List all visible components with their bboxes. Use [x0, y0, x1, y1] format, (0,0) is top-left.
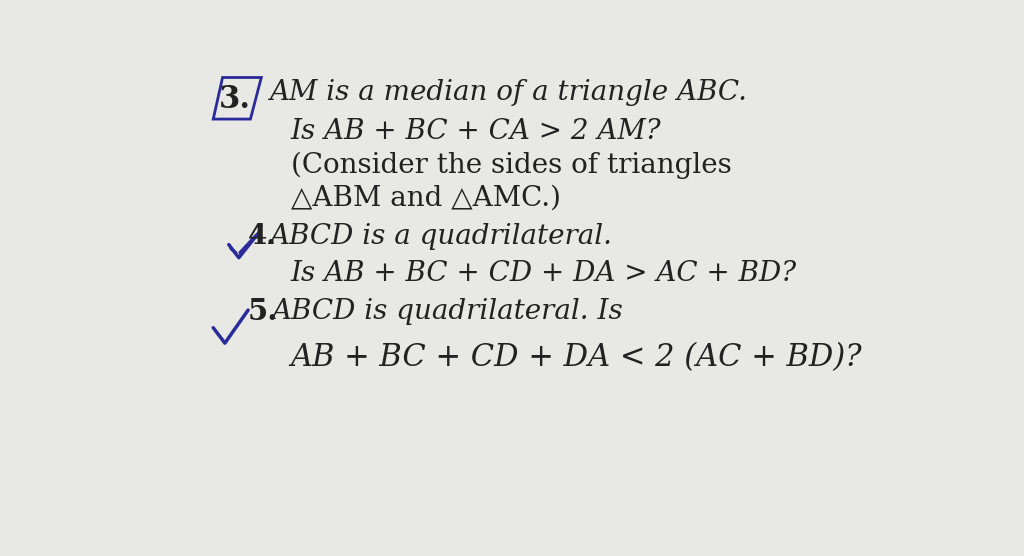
Text: (Consider the sides of triangles: (Consider the sides of triangles	[291, 152, 731, 179]
Text: ABCD is a quadrilateral.: ABCD is a quadrilateral.	[269, 224, 612, 250]
Text: AB + BC + CD + DA < 2 (AC + BD)?: AB + BC + CD + DA < 2 (AC + BD)?	[291, 342, 862, 373]
Text: 5.: 5.	[248, 297, 279, 326]
Text: ABCD is quadrilateral. Is: ABCD is quadrilateral. Is	[271, 298, 624, 325]
Text: Is AB + BC + CD + DA > AC + BD?: Is AB + BC + CD + DA > AC + BD?	[291, 260, 797, 286]
Text: △ABM and △AMC.): △ABM and △AMC.)	[291, 185, 561, 212]
Text: 3.: 3.	[219, 83, 251, 115]
Text: 4.: 4.	[248, 224, 278, 250]
Text: Is AB + BC + CA > 2 AM?: Is AB + BC + CA > 2 AM?	[291, 118, 662, 145]
Text: AM is a median of a triangle ABC.: AM is a median of a triangle ABC.	[269, 80, 748, 106]
